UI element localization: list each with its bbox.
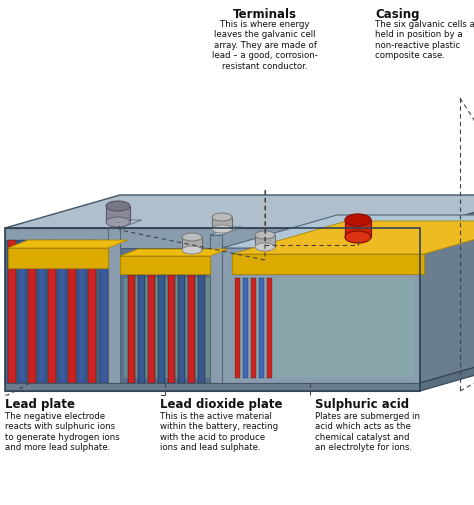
Text: The six galvanic cells are
held in position by a
non-reactive plastic
composite : The six galvanic cells are held in posit… xyxy=(375,20,474,60)
Text: Terminals: Terminals xyxy=(233,8,297,21)
Text: This is where energy
leaves the galvanic cell
array. They are made of
lead – a g: This is where energy leaves the galvanic… xyxy=(212,20,318,71)
Bar xyxy=(128,275,135,383)
Ellipse shape xyxy=(106,217,130,227)
Polygon shape xyxy=(8,240,128,248)
Bar xyxy=(198,275,205,383)
Bar xyxy=(106,206,130,222)
Bar xyxy=(259,278,264,378)
Bar xyxy=(168,275,175,383)
Bar xyxy=(18,240,26,383)
Text: Plates are submerged in
acid which acts as the
chemical catalyst and
an electrol: Plates are submerged in acid which acts … xyxy=(315,412,420,452)
Polygon shape xyxy=(420,350,474,391)
Bar xyxy=(5,240,110,383)
Ellipse shape xyxy=(182,233,202,241)
Ellipse shape xyxy=(212,213,232,221)
Bar xyxy=(78,240,86,383)
Bar xyxy=(232,254,424,274)
Bar xyxy=(251,278,256,378)
Bar xyxy=(88,240,96,383)
Bar xyxy=(58,240,66,383)
Bar xyxy=(243,278,248,378)
Bar xyxy=(158,275,165,383)
Bar xyxy=(345,220,371,237)
Bar xyxy=(48,240,56,383)
Ellipse shape xyxy=(255,243,275,251)
Bar xyxy=(234,278,414,378)
Bar xyxy=(222,248,420,383)
Bar xyxy=(100,240,108,383)
Bar xyxy=(267,278,272,378)
Bar xyxy=(8,248,108,268)
Bar xyxy=(148,275,155,383)
Text: Lead plate: Lead plate xyxy=(5,398,75,411)
Polygon shape xyxy=(108,220,142,228)
Bar xyxy=(235,278,240,378)
Text: This is the active material
within the battery, reacting
with the acid to produc: This is the active material within the b… xyxy=(160,412,278,452)
Bar xyxy=(38,240,46,383)
Bar xyxy=(120,248,210,383)
Bar xyxy=(5,228,420,391)
Bar xyxy=(5,383,420,391)
Bar xyxy=(68,240,76,383)
Ellipse shape xyxy=(345,231,371,243)
Ellipse shape xyxy=(345,214,371,226)
Polygon shape xyxy=(222,215,474,248)
Bar xyxy=(210,235,222,383)
Bar xyxy=(178,275,185,383)
Polygon shape xyxy=(232,221,474,254)
Polygon shape xyxy=(420,195,474,383)
Bar xyxy=(182,237,202,250)
Text: Casing: Casing xyxy=(375,8,419,21)
Bar xyxy=(28,240,36,383)
Ellipse shape xyxy=(255,231,275,239)
Bar xyxy=(124,278,214,378)
Text: Sulphuric acid: Sulphuric acid xyxy=(315,398,409,411)
Polygon shape xyxy=(5,195,474,228)
Ellipse shape xyxy=(182,246,202,254)
Ellipse shape xyxy=(106,201,130,211)
Polygon shape xyxy=(210,227,242,235)
Text: Lead dioxide plate: Lead dioxide plate xyxy=(160,398,283,411)
Bar xyxy=(188,275,195,383)
Bar xyxy=(255,235,275,247)
Bar xyxy=(5,228,420,383)
Bar xyxy=(212,217,232,229)
Polygon shape xyxy=(420,215,474,383)
Text: The negative electrode
reacts with sulphuric ions
to generate hydrogen ions
and : The negative electrode reacts with sulph… xyxy=(5,412,120,452)
Bar xyxy=(138,275,145,383)
Bar xyxy=(108,228,120,383)
Bar xyxy=(120,256,210,274)
Bar xyxy=(8,240,16,383)
Ellipse shape xyxy=(212,225,232,233)
Polygon shape xyxy=(120,249,228,256)
